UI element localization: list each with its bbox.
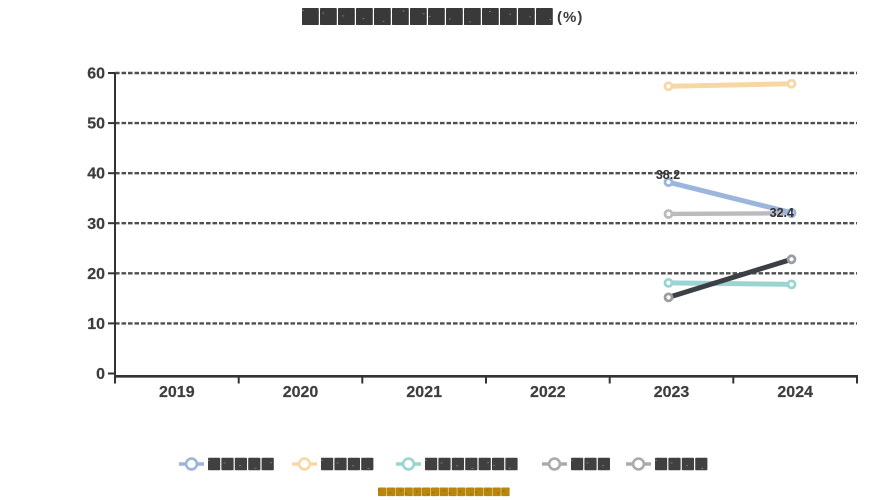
svg-text:20: 20: [87, 266, 105, 283]
svg-text:2022: 2022: [530, 384, 566, 401]
svg-text:0: 0: [96, 366, 105, 383]
svg-text:2019: 2019: [159, 384, 195, 401]
svg-text:10: 10: [87, 316, 105, 333]
svg-text:(%): (%): [557, 9, 583, 26]
svg-text:30: 30: [87, 216, 105, 233]
svg-text:2020: 2020: [283, 384, 319, 401]
svg-text:32.4: 32.4: [770, 206, 794, 220]
svg-text:2023: 2023: [654, 384, 690, 401]
svg-text:60: 60: [87, 66, 105, 83]
svg-text:2021: 2021: [406, 384, 442, 401]
svg-text:50: 50: [87, 116, 105, 133]
svg-text:2024: 2024: [777, 384, 813, 401]
svg-text:40: 40: [87, 166, 105, 183]
svg-text:38.2: 38.2: [656, 168, 680, 182]
